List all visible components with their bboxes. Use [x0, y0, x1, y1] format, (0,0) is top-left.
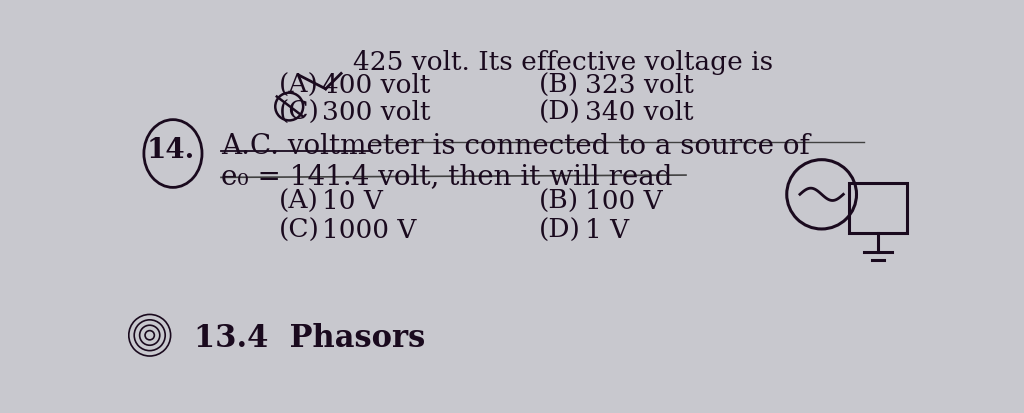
Text: (A): (A)	[280, 189, 319, 214]
Text: 10 V: 10 V	[322, 189, 383, 214]
Text: (C): (C)	[280, 100, 319, 125]
Text: 1000 V: 1000 V	[322, 218, 416, 243]
Text: A.C. voltmeter is connected to a source of: A.C. voltmeter is connected to a source …	[221, 133, 810, 160]
Text: 400 volt: 400 volt	[322, 73, 430, 97]
Text: 1 V: 1 V	[586, 218, 630, 243]
Text: 300 volt: 300 volt	[322, 100, 430, 125]
Text: 323 volt: 323 volt	[586, 73, 694, 97]
Text: (B): (B)	[539, 73, 579, 97]
Text: (C): (C)	[280, 218, 319, 243]
Text: (D): (D)	[539, 100, 581, 125]
Text: 425 volt. Its effective voltage is: 425 volt. Its effective voltage is	[352, 50, 773, 75]
Text: (D): (D)	[539, 218, 581, 243]
Text: 340 volt: 340 volt	[586, 100, 693, 125]
Text: (A): (A)	[280, 73, 319, 97]
Text: 100 V: 100 V	[586, 189, 663, 214]
Text: (B): (B)	[539, 189, 579, 214]
Text: 13.4  Phasors: 13.4 Phasors	[194, 323, 425, 354]
Bar	[849, 183, 907, 233]
Text: e₀ = 141.4 volt, then it will read: e₀ = 141.4 volt, then it will read	[221, 164, 673, 190]
Text: 14.: 14.	[146, 137, 195, 164]
